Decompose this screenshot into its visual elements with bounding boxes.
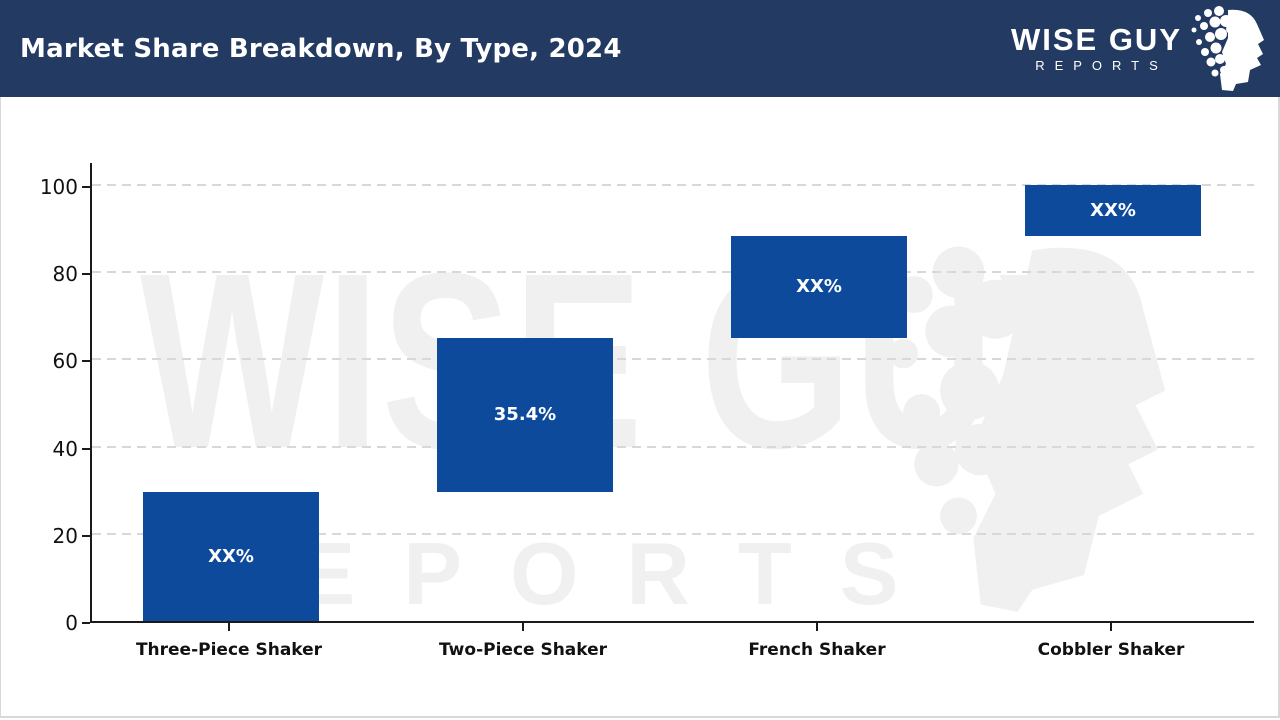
bar-segment: XX% [1025,184,1201,236]
bar-value-label: 35.4% [493,404,557,426]
watermark-head-icon [888,246,1166,612]
bar-segment: XX% [731,235,907,338]
page-left-border [0,97,1,717]
plot-area: XX% 35.4% XX% XX% [90,163,1254,623]
y-tick-mark [82,534,90,537]
y-tick-label: 80 [52,262,78,287]
bar-value-label: XX% [1090,199,1136,221]
gridline [92,271,1254,274]
y-tick-mark [82,447,90,450]
bar-value-label: XX% [208,545,254,567]
wiseguy-head-icon [1191,6,1264,91]
gridline [92,532,1254,535]
x-tick-mark [228,623,230,631]
brand-logo: WISE GUY REPORTS [1011,4,1268,92]
y-tick-label: 100 [39,174,78,199]
y-tick-label: 60 [52,349,78,374]
brand-subtext: REPORTS [1035,58,1168,74]
y-tick-mark [82,273,90,276]
bar-segment: 35.4% [437,337,613,492]
y-tick-mark [82,622,90,624]
gridline [92,183,1254,186]
x-tick-mark [1110,623,1112,631]
brand-text: WISE GUY REPORTS [1010,21,1182,74]
page-right-border [1278,97,1280,717]
y-tick-label: 40 [52,436,78,461]
y-tick-mark [82,185,90,188]
chart-title: Market Share Breakdown, By Type, 2024 [20,33,622,64]
y-tick-label: 20 [52,523,78,548]
page-bottom-border [0,716,1280,718]
x-tick-label: Cobbler Shaker [1037,640,1185,660]
x-tick-mark [522,623,524,631]
gridline [92,358,1254,361]
y-tick-label: 0 [65,611,78,635]
x-tick-label: Three-Piece Shaker [135,640,323,660]
x-tick-label: French Shaker [748,640,886,660]
header-bar: Market Share Breakdown, By Type, 2024 WI… [0,0,1280,97]
bar-segment: XX% [143,491,319,621]
x-tick-mark [816,623,818,631]
brand-wordmark: WISE GUY [1010,21,1182,57]
bar-value-label: XX% [796,276,842,298]
x-tick-label: Two-Piece Shaker [438,640,608,660]
y-tick-mark [82,360,90,363]
gridline [92,445,1254,448]
